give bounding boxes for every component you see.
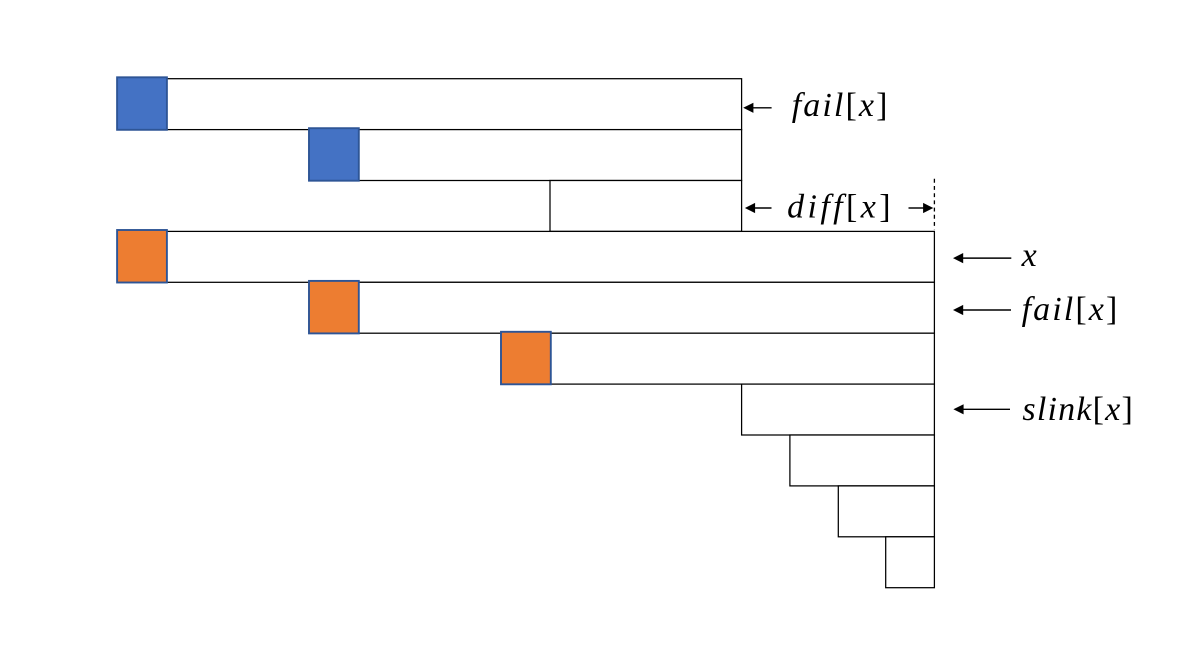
svg-text:x: x bbox=[1021, 237, 1039, 274]
svg-text:fail[x]: fail[x] bbox=[1022, 291, 1120, 328]
svg-text:slink[x]: slink[x] bbox=[1022, 391, 1134, 428]
svg-text:fail[x]: fail[x] bbox=[792, 87, 890, 124]
svg-text:diff[x]: diff[x] bbox=[787, 189, 894, 226]
